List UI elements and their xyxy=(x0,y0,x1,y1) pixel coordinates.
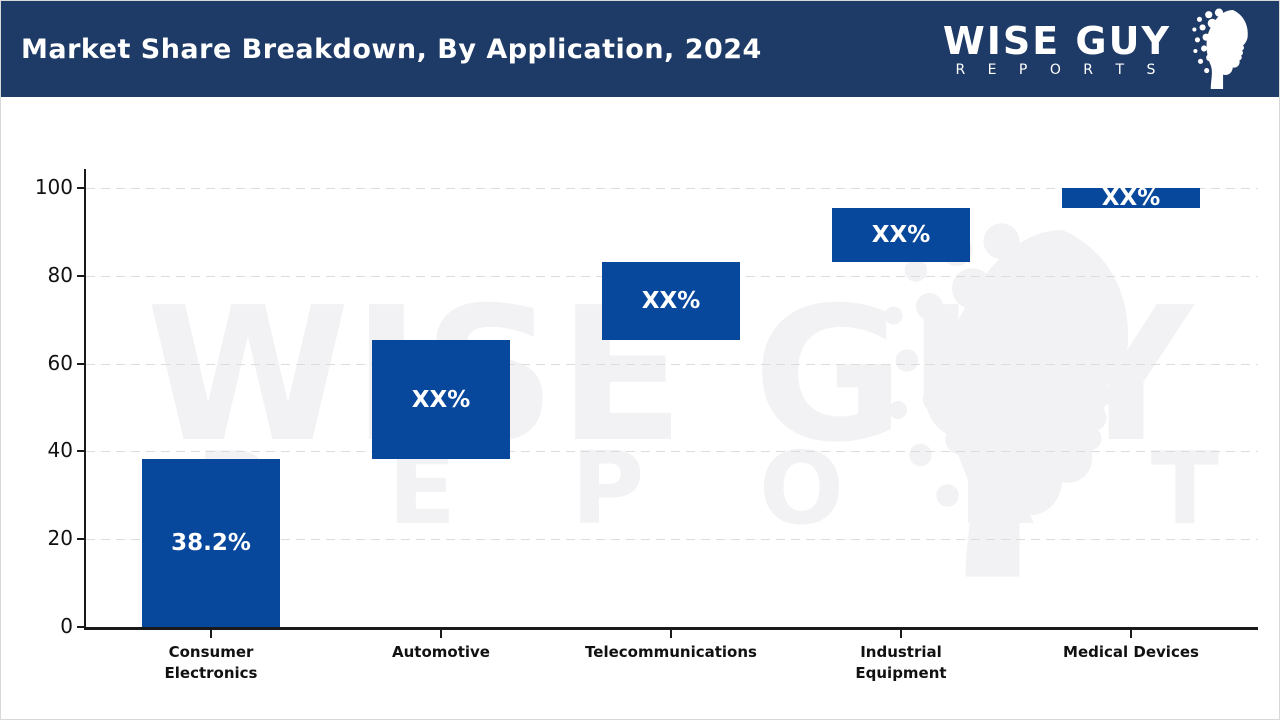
category-label-1: Automotive xyxy=(392,643,490,661)
y-tick-100 xyxy=(77,187,86,189)
waterfall-chart: 0 20 40 60 80 100 38.2% Consumer Electronics XX%… xyxy=(1,97,1279,719)
category-label-4: Medical Devices xyxy=(1063,643,1199,661)
bar-automotive: XX% xyxy=(372,339,510,460)
y-tick-20 xyxy=(77,538,86,541)
bar-consumer-electronics: 38.2% xyxy=(142,459,280,627)
gridline-100 xyxy=(86,188,1258,189)
y-tick-label-0: 0 xyxy=(60,614,73,638)
gridline-20 xyxy=(86,539,1258,541)
bar-value-label: XX% xyxy=(641,287,701,314)
y-tick-label-60: 60 xyxy=(47,350,73,375)
y-tick-label-40: 40 xyxy=(47,438,73,463)
bar-value-label: XX% xyxy=(411,386,471,413)
x-tick-4 xyxy=(1130,630,1132,638)
category-label-0: Consumer Electronics xyxy=(164,643,258,682)
x-tick-3 xyxy=(900,630,902,638)
y-tick-label-80: 80 xyxy=(47,262,73,287)
logo-dotted-head-icon xyxy=(1192,8,1248,89)
y-tick-label-100: 100 xyxy=(34,175,73,199)
bar-value-label: XX% xyxy=(871,221,931,248)
y-axis xyxy=(84,169,86,629)
y-tick-0 xyxy=(77,626,86,628)
y-tick-label-20: 20 xyxy=(47,526,73,551)
header-banner: Market Share Breakdown, By Application, … xyxy=(1,1,1279,97)
category-label-3: Industrial Equipment xyxy=(855,643,947,682)
x-axis xyxy=(84,627,1258,630)
gridline-60 xyxy=(86,363,1258,365)
x-tick-2 xyxy=(670,630,672,638)
bar-telecommunications: XX% xyxy=(602,261,740,340)
logo-wordmark-line2: R E P O R T S xyxy=(955,61,1165,78)
logo-wordmark: WISE GUY R E P O R T S xyxy=(943,22,1171,77)
x-tick-1 xyxy=(440,630,442,638)
category-label-2: Telecommunications xyxy=(585,643,757,661)
bar-industrial-equipment: XX% xyxy=(832,207,970,262)
gridline-40 xyxy=(86,451,1258,453)
wise-guy-reports-logo: WISE GUY R E P O R T S xyxy=(943,8,1263,90)
bar-value-label: 38.2% xyxy=(171,530,251,557)
y-tick-80 xyxy=(77,274,86,277)
x-tick-0 xyxy=(210,630,212,638)
y-tick-60 xyxy=(77,362,86,365)
bar-medical-devices: XX% xyxy=(1062,184,1200,211)
logo-wordmark-line1: WISE GUY xyxy=(942,18,1171,63)
y-tick-40 xyxy=(77,450,86,453)
bar-value-label: XX% xyxy=(1101,184,1161,211)
page-title: Market Share Breakdown, By Application, … xyxy=(21,33,762,65)
